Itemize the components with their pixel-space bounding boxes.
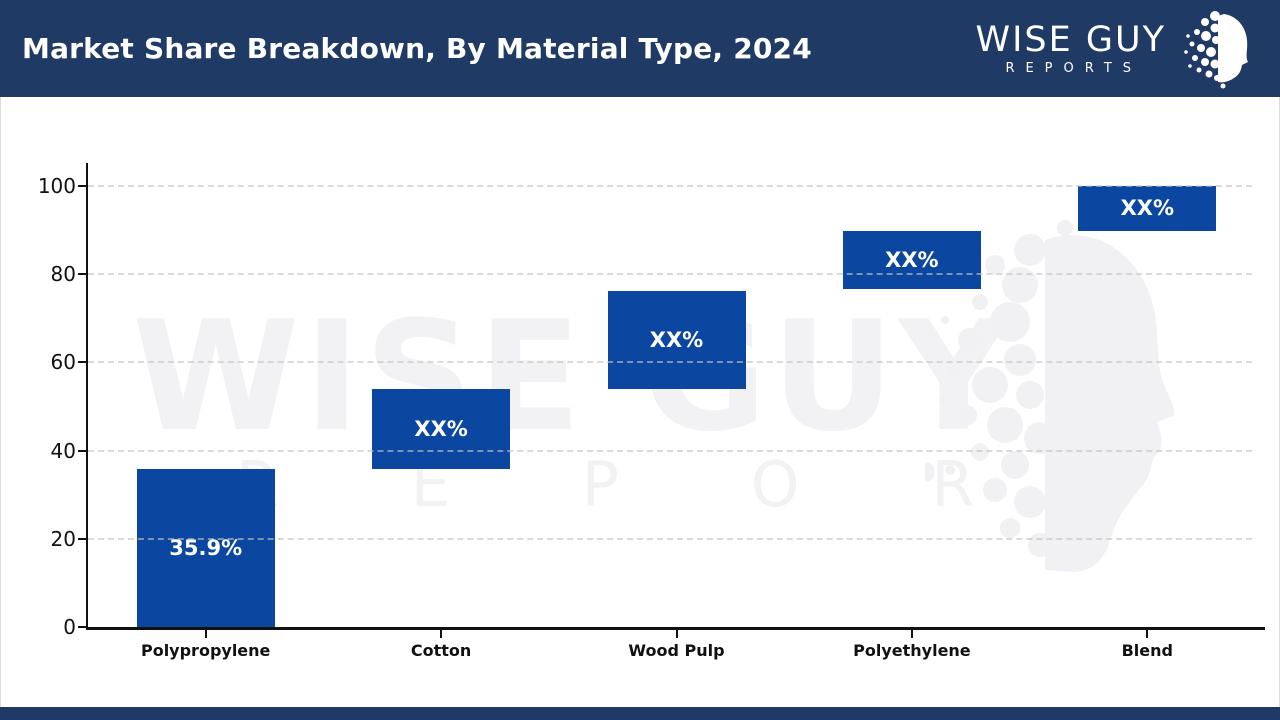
- page-title: Market Share Breakdown, By Material Type…: [22, 32, 812, 65]
- watermark-text-1: WISE GUY: [132, 288, 1013, 465]
- wiseguy-head-icon: [1184, 10, 1248, 88]
- x-tickmark: [204, 630, 207, 638]
- gridline-60: [88, 361, 1252, 364]
- head-watermark: [925, 213, 1175, 572]
- bar-polypropylene: [136, 468, 275, 627]
- header-bar: Market Share Breakdown, By Material Type…: [0, 0, 1280, 97]
- y-tickmark: [78, 361, 86, 364]
- x-category-label: Polyethylene: [853, 641, 971, 660]
- x-tickmark: [910, 630, 913, 638]
- x-category-label: Blend: [1121, 641, 1173, 660]
- bar-wood-pulp: [607, 290, 746, 389]
- bar-value-label: XX%: [414, 416, 468, 441]
- gridline-20: [88, 537, 1252, 540]
- y-tick-label: 60: [50, 350, 76, 375]
- gridline-80: [88, 273, 1252, 276]
- x-tickmark: [440, 630, 443, 638]
- y-tick-label: 20: [50, 526, 76, 551]
- bar-value-label: XX%: [649, 327, 704, 352]
- bar-value-label: 35.9%: [169, 535, 243, 560]
- gridline-40: [88, 449, 1252, 452]
- bar-blend: [1078, 186, 1217, 231]
- y-tickmark: [78, 537, 86, 540]
- y-tickmark: [78, 185, 86, 187]
- x-category-label: Polypropylene: [140, 641, 271, 660]
- bar-cotton: [372, 388, 511, 469]
- footer-bar: [0, 707, 1280, 720]
- brand-subname: REPORTS: [1005, 60, 1143, 76]
- y-axis-line: [86, 163, 88, 630]
- bar-value-label: XX%: [1120, 196, 1175, 221]
- brand-logo: WISE GUY REPORTS: [975, 6, 1254, 92]
- bar-value-label: XX%: [885, 248, 939, 273]
- brand-name: WISE GUY: [975, 19, 1166, 60]
- x-axis-line: [86, 627, 1265, 630]
- y-tick-label: 80: [50, 262, 76, 287]
- x-category-label: Wood Pulp: [628, 641, 725, 660]
- y-tickmark: [78, 449, 86, 452]
- y-tick-label: 40: [50, 438, 76, 463]
- y-tickmark: [78, 626, 86, 628]
- y-tickmark: [78, 273, 86, 276]
- x-tickmark: [675, 630, 678, 638]
- gridline-100: [88, 185, 1252, 187]
- x-category-label: Cotton: [410, 641, 472, 660]
- x-tickmark: [1146, 630, 1149, 638]
- left-frame-line: [0, 97, 1, 707]
- y-tick-label: 100: [37, 174, 76, 198]
- y-tick-label: 0: [63, 615, 76, 639]
- bar-polyethylene: [842, 230, 981, 290]
